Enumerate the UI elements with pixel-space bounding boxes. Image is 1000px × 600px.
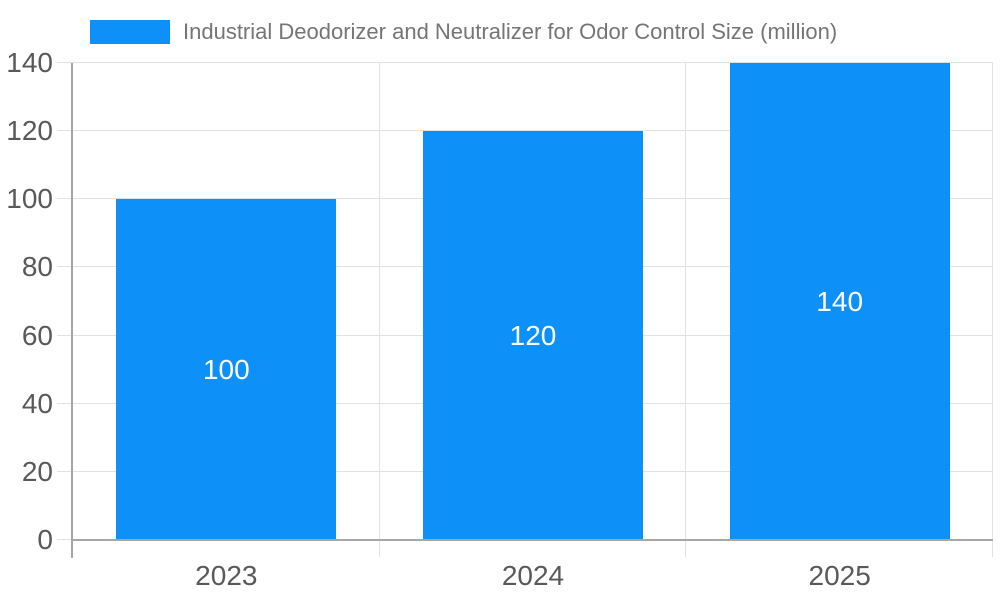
legend-label: Industrial Deodorizer and Neutralizer fo… xyxy=(183,19,838,44)
y-axis-tick xyxy=(57,266,73,268)
bar xyxy=(423,131,643,540)
bar xyxy=(116,199,337,540)
y-tick-label: 60 xyxy=(21,319,53,351)
x-category-label: 2023 xyxy=(195,560,258,591)
gridline-vertical xyxy=(992,63,993,557)
y-axis-tick xyxy=(57,539,73,540)
y-tick-label: 140 xyxy=(6,47,53,78)
y-axis-tick xyxy=(57,334,73,336)
y-tick-label: 100 xyxy=(6,183,53,215)
y-axis-tick xyxy=(57,402,73,404)
x-axis-line xyxy=(71,539,993,541)
y-tick-label: 120 xyxy=(6,115,53,147)
gridline-vertical xyxy=(685,63,687,557)
y-axis-tick xyxy=(57,198,73,200)
bar-value-label: 140 xyxy=(816,285,864,317)
y-axis-line xyxy=(71,63,73,558)
y-tick-label: 40 xyxy=(21,387,53,419)
y-axis-tick xyxy=(57,62,73,63)
x-category-label: 2025 xyxy=(808,560,871,591)
gridline-horizontal xyxy=(73,62,993,63)
x-category-label: 2024 xyxy=(501,560,565,591)
y-axis-tick xyxy=(57,130,73,132)
legend: Industrial Deodorizer and Neutralizer fo… xyxy=(90,20,837,44)
bar-value-label: 120 xyxy=(509,319,557,351)
gridline-vertical xyxy=(378,63,380,557)
y-tick-label: 80 xyxy=(21,251,53,283)
bar xyxy=(729,63,950,540)
legend-swatch xyxy=(90,20,170,44)
y-tick-label: 20 xyxy=(21,455,53,487)
y-axis-tick xyxy=(57,470,73,472)
gridline-horizontal xyxy=(73,130,993,132)
bar-value-label: 100 xyxy=(202,353,250,385)
y-tick-label: 0 xyxy=(37,524,53,555)
